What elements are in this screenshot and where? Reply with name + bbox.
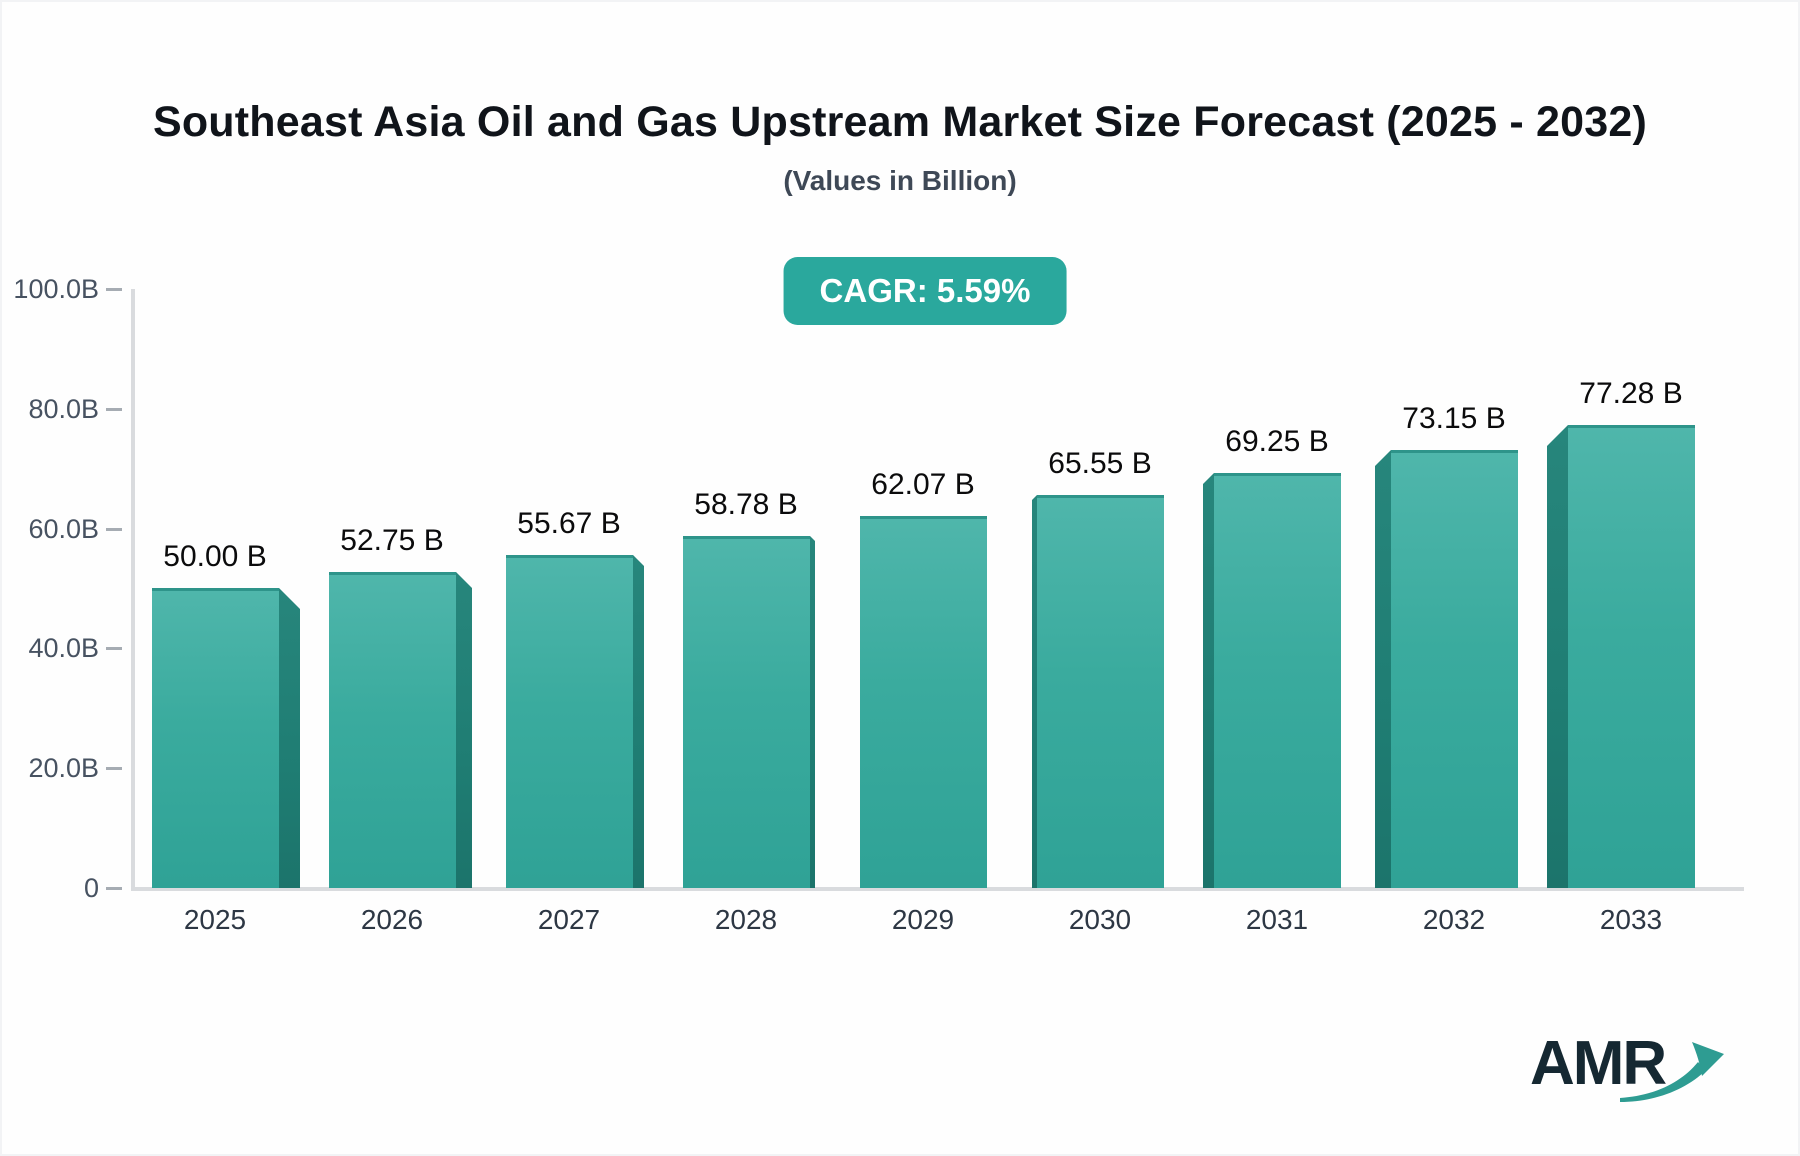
y-tick-label: 80.0B: [28, 394, 99, 424]
y-tick-label: 60.0B: [28, 514, 99, 544]
x-axis-label-2032: 2032: [1422, 904, 1486, 935]
y-axis-line: [131, 289, 135, 891]
x-axis-line: [131, 887, 1744, 891]
y-tick-dash: [106, 288, 122, 291]
y-tick-dash: [106, 647, 122, 650]
bar-value-label-2033: 77.28 B: [1579, 377, 1683, 410]
x-axis-label-2026: 2026: [360, 904, 424, 935]
bar-2030: [1037, 495, 1164, 888]
bar-side-face-2033: [1547, 425, 1568, 888]
x-axis-label-2029: 2029: [891, 904, 955, 935]
y-tick-label: 100.0B: [13, 274, 99, 304]
x-axis-label-2027: 2027: [537, 904, 601, 935]
x-axis-label-2033: 2033: [1599, 904, 1663, 935]
chart-subtitle: (Values in Billion): [783, 165, 1017, 196]
cagr-badge-text: CAGR: 5.59%: [819, 272, 1031, 309]
bar-2027: [506, 555, 633, 888]
bar-value-label-2028: 58.78 B: [694, 488, 798, 521]
x-axis-label-2025: 2025: [183, 904, 247, 935]
bar-side-face-2027: [633, 555, 644, 888]
bar-2025: [152, 588, 279, 888]
bar-value-label-2027: 55.67 B: [517, 507, 621, 540]
bar-2032: [1391, 450, 1518, 888]
y-tick-dash: [106, 408, 122, 411]
x-axis-label-2030: 2030: [1068, 904, 1132, 935]
y-tick-label: 40.0B: [28, 633, 99, 663]
bar-side-face-2031: [1203, 473, 1214, 888]
y-tick-dash: [106, 887, 122, 890]
bar-side-face-2026: [456, 572, 472, 888]
bar-value-label-2032: 73.15 B: [1402, 402, 1506, 435]
bar-value-label-2029: 62.07 B: [871, 468, 975, 501]
bar-value-label-2025: 50.00 B: [163, 540, 267, 573]
bar-value-label-2026: 52.75 B: [340, 524, 444, 557]
x-axis-label-2031: 2031: [1245, 904, 1309, 935]
bar-side-face-2030: [1032, 495, 1037, 888]
y-tick-label: 20.0B: [28, 753, 99, 783]
amr-logo: AMR: [1530, 1032, 1740, 1112]
growth-arrow-icon: [1620, 1042, 1724, 1102]
bar-2033: [1568, 425, 1695, 888]
bar-2026: [329, 572, 456, 888]
x-axis-label-2028: 2028: [714, 904, 778, 935]
amr-logo-text: AMR: [1530, 1029, 1667, 1098]
chart-title: Southeast Asia Oil and Gas Upstream Mark…: [152, 98, 1648, 146]
bar-side-face-2025: [279, 588, 300, 888]
bar-side-face-2028: [810, 536, 815, 888]
cagr-badge: CAGR: 5.59%: [783, 257, 1067, 325]
bar-value-label-2030: 65.55 B: [1048, 447, 1152, 480]
y-tick-dash: [106, 528, 122, 531]
y-tick-label: 0: [83, 873, 99, 903]
bar-2031: [1214, 473, 1341, 888]
bar-value-label-2031: 69.25 B: [1225, 425, 1329, 458]
bar-2029: [860, 516, 987, 888]
bar-2028: [683, 536, 810, 888]
bar-side-face-2032: [1375, 450, 1391, 888]
y-tick-dash: [106, 767, 122, 770]
